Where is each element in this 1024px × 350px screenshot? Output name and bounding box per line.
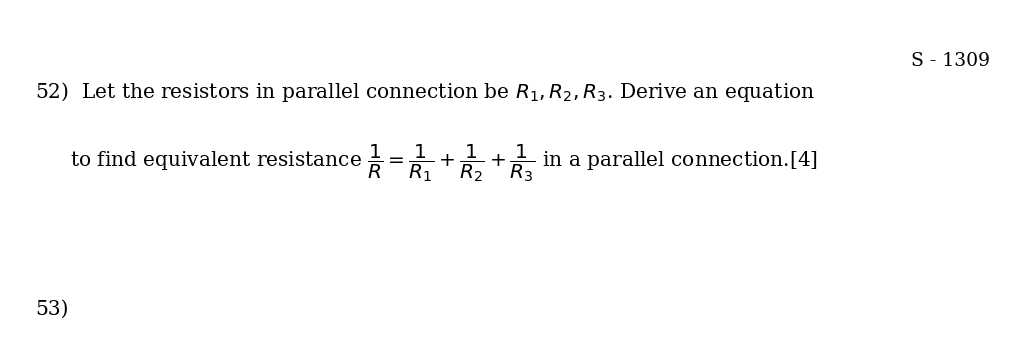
Text: to find equivalent resistance $\dfrac{1}{R} = \dfrac{1}{R_1} + \dfrac{1}{R_2} + : to find equivalent resistance $\dfrac{1}…: [70, 142, 818, 184]
Text: S - 1309: S - 1309: [911, 52, 990, 70]
Text: 53): 53): [35, 300, 69, 319]
Text: 52)  Let the resistors in parallel connection be $R_1, R_2, R_3$. Derive an equa: 52) Let the resistors in parallel connec…: [35, 80, 815, 104]
